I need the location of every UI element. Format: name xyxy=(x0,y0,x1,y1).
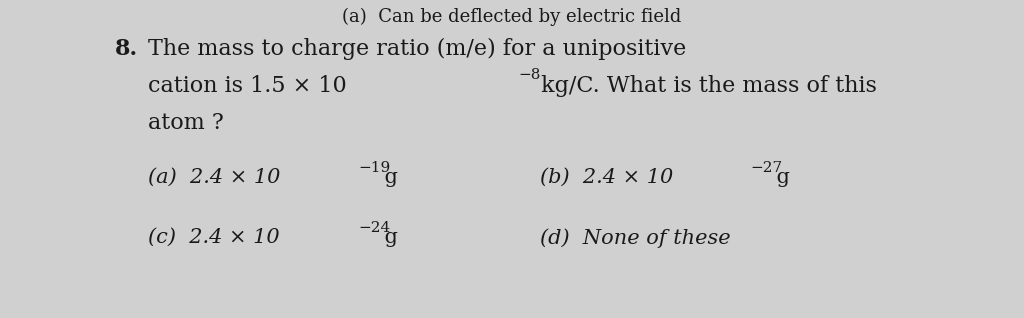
Text: The mass to charge ratio (m/e) for a unipositive: The mass to charge ratio (m/e) for a uni… xyxy=(148,38,686,60)
Text: (a)  Can be deflected by electric field: (a) Can be deflected by electric field xyxy=(342,8,682,26)
Text: atom ?: atom ? xyxy=(148,112,224,134)
Text: −8: −8 xyxy=(518,68,541,82)
Text: g: g xyxy=(378,228,398,247)
Text: g: g xyxy=(378,168,398,187)
Text: (b)  2.4 × 10: (b) 2.4 × 10 xyxy=(540,168,673,187)
Text: 8.: 8. xyxy=(115,38,138,60)
Text: −19: −19 xyxy=(358,161,390,175)
Text: −27: −27 xyxy=(750,161,782,175)
Text: −24: −24 xyxy=(358,221,390,235)
Text: cation is 1.5 × 10: cation is 1.5 × 10 xyxy=(148,75,347,97)
Text: g: g xyxy=(770,168,790,187)
Text: (a)  2.4 × 10: (a) 2.4 × 10 xyxy=(148,168,281,187)
Text: (d)  None of these: (d) None of these xyxy=(540,228,731,248)
Text: (c)  2.4 × 10: (c) 2.4 × 10 xyxy=(148,228,280,247)
Text: kg/C. What is the mass of this: kg/C. What is the mass of this xyxy=(534,75,877,97)
